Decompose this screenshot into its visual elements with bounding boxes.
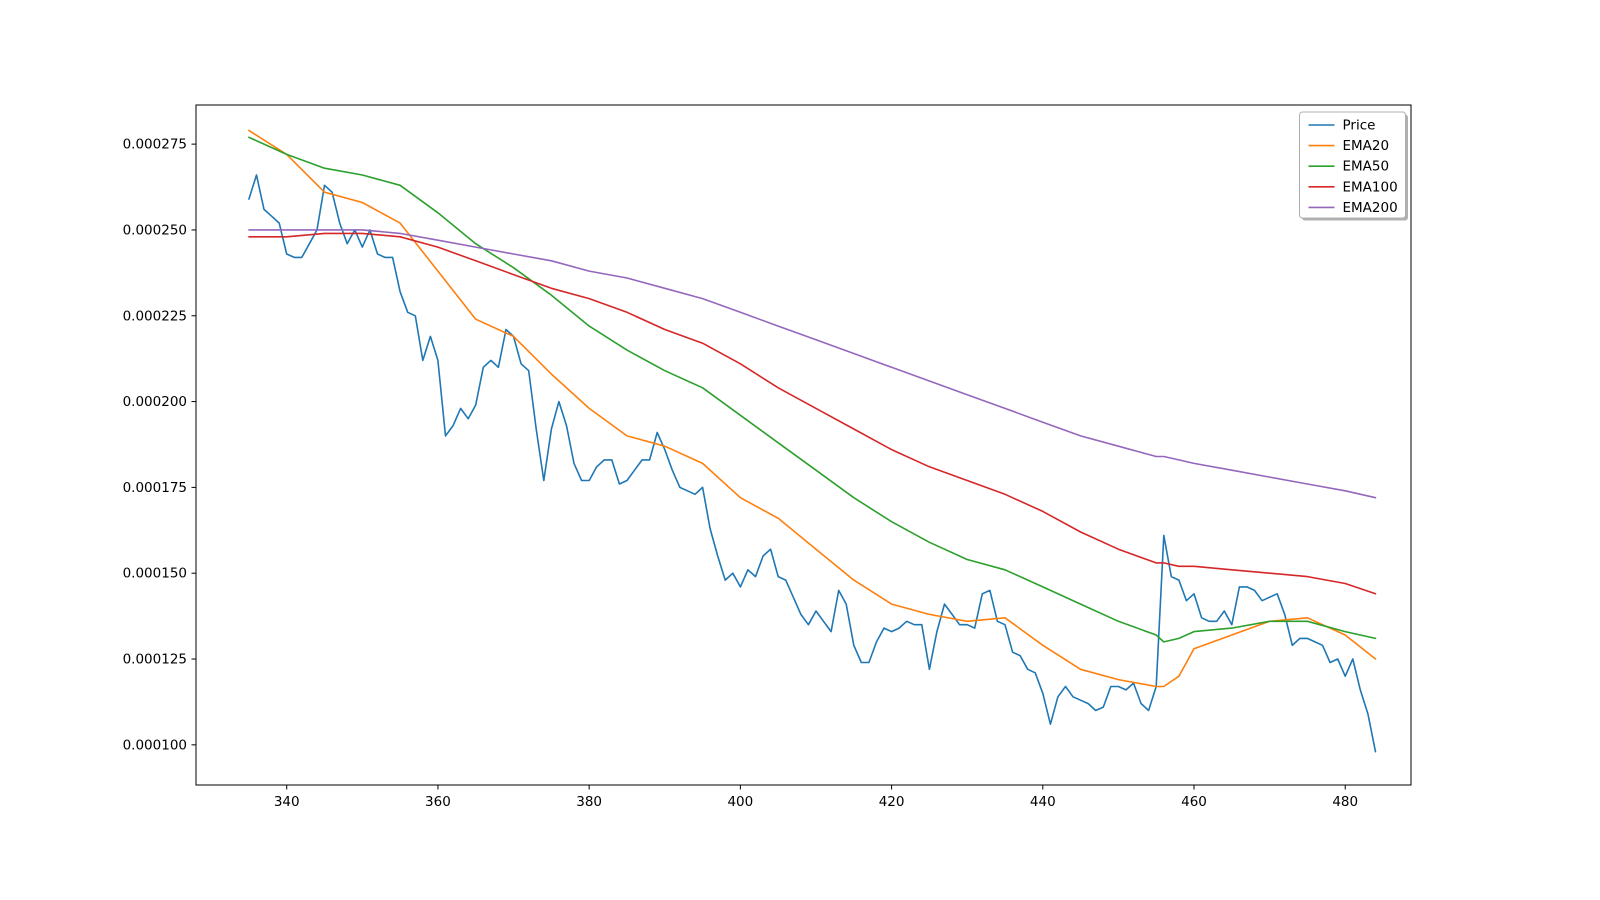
x-tick-label: 340 <box>274 794 300 810</box>
series-price <box>248 174 1377 753</box>
series-ema200 <box>248 229 1377 499</box>
legend-entry-ema50: EMA50 <box>1308 159 1390 175</box>
x-tick-label: 460 <box>1181 794 1207 810</box>
plot-area <box>196 105 1411 785</box>
y-axis: 0.000100 0.000125 0.000150 0.000175 0.000200… <box>123 137 196 753</box>
legend-label: Price <box>1343 118 1376 134</box>
x-axis: 340 360 380 400 420 440 460 480 <box>274 785 1358 810</box>
x-tick-label: 380 <box>576 794 602 810</box>
legend: Price EMA20 EMA50 EMA100 EMA200 <box>1299 111 1408 221</box>
legend-label: EMA20 <box>1343 138 1390 154</box>
y-tick-label: 0.000200 <box>123 394 187 410</box>
y-tick-label: 0.000175 <box>123 480 187 496</box>
legend-label: EMA100 <box>1343 179 1398 195</box>
x-tick-label: 400 <box>727 794 753 810</box>
series-ema50 <box>248 136 1377 643</box>
series-ema20 <box>248 129 1377 688</box>
legend-label: EMA50 <box>1343 159 1390 175</box>
y-tick-label: 0.000250 <box>123 222 187 238</box>
y-tick-label: 0.000150 <box>123 566 187 582</box>
x-tick-label: 480 <box>1332 794 1358 810</box>
y-tick-label: 0.000275 <box>123 137 187 153</box>
plot-border <box>195 104 1412 786</box>
series-ema100 <box>248 232 1377 595</box>
x-tick-label: 420 <box>879 794 905 810</box>
legend-label: EMA200 <box>1343 200 1398 216</box>
legend-entry-ema20: EMA20 <box>1308 138 1390 154</box>
y-tick-label: 0.000100 <box>123 737 187 753</box>
legend-entry-ema200: EMA200 <box>1308 200 1398 216</box>
x-tick-label: 440 <box>1030 794 1056 810</box>
legend-entry-price: Price <box>1308 118 1376 134</box>
x-tick-label: 360 <box>425 794 451 810</box>
y-tick-label: 0.000125 <box>123 652 187 668</box>
legend-box <box>1299 111 1406 219</box>
legend-entry-ema100: EMA100 <box>1308 179 1398 195</box>
y-tick-label: 0.000225 <box>123 308 187 324</box>
